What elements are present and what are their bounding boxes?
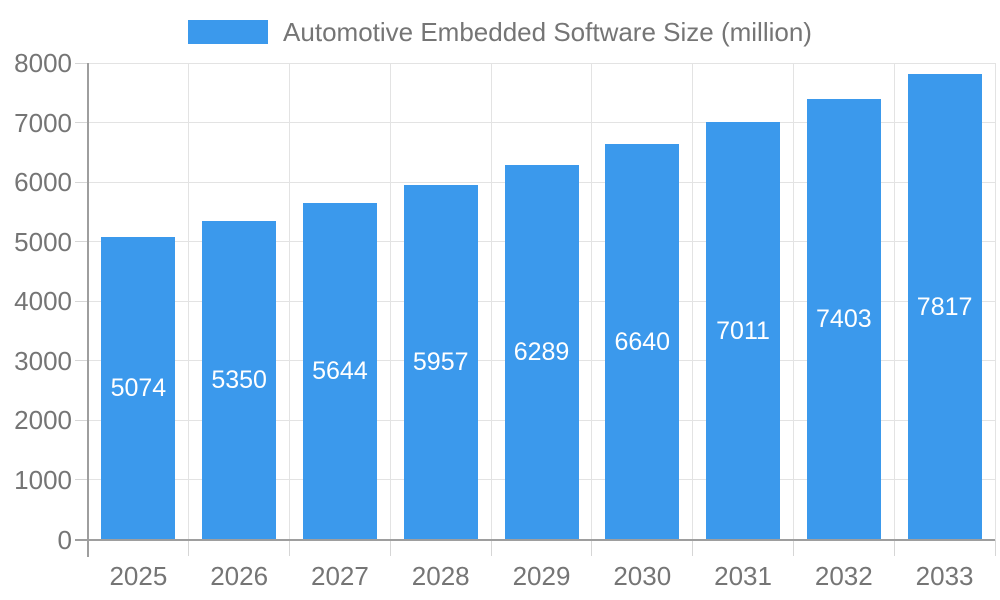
horizontal-gridline (88, 62, 995, 64)
bar[interactable] (101, 237, 176, 540)
y-axis-tick-label: 5000 (14, 226, 72, 257)
y-axis-line (87, 63, 89, 557)
y-axis-tick-label: 6000 (14, 167, 72, 198)
y-axis-tick (75, 479, 88, 481)
x-axis-tick (389, 539, 391, 556)
x-axis-tick (893, 539, 895, 556)
vertical-gridline (893, 63, 895, 540)
bar[interactable] (806, 98, 881, 540)
y-axis-tick (75, 300, 88, 302)
x-axis-tick (188, 539, 190, 556)
vertical-gridline (188, 63, 190, 540)
x-axis-tick-label: 2026 (210, 561, 269, 591)
bar[interactable] (706, 121, 781, 540)
x-axis-tick-label: 2028 (411, 561, 470, 591)
y-axis-tick-label: 3000 (14, 345, 72, 376)
vertical-gridline (490, 63, 492, 540)
x-axis-tick-label: 2027 (311, 561, 369, 591)
y-axis-tick-label: 1000 (14, 464, 72, 495)
bar[interactable] (504, 164, 579, 540)
y-axis-tick (75, 62, 88, 64)
y-axis-tick-label: 4000 (14, 286, 72, 317)
x-axis-tick (792, 539, 794, 556)
y-axis-tick-label: 0 (57, 524, 72, 555)
bar[interactable] (202, 220, 277, 540)
y-axis-tick-label: 2000 (14, 405, 72, 436)
bar[interactable] (907, 73, 982, 540)
x-axis-tick-label: 2030 (613, 561, 672, 591)
legend-item[interactable]: Automotive Embedded Software Size (milli… (0, 19, 1000, 45)
x-axis-tick (994, 539, 996, 556)
bar[interactable] (605, 144, 680, 540)
legend-label: Automotive Embedded Software Size (milli… (283, 17, 812, 47)
vertical-gridline (994, 63, 996, 540)
horizontal-gridline (88, 122, 995, 124)
y-axis-tick (75, 181, 88, 183)
x-axis-tick (591, 539, 593, 556)
y-axis-tick (75, 241, 88, 243)
x-axis-tick-label: 2032 (814, 561, 873, 591)
legend-swatch (188, 20, 269, 44)
y-axis-tick-label: 8000 (14, 48, 72, 78)
y-axis-tick (75, 360, 88, 362)
x-axis-tick-label: 2033 (915, 561, 974, 591)
y-axis-tick (75, 122, 88, 124)
x-axis-tick-label: 2029 (512, 561, 571, 591)
y-axis-tick-label: 7000 (14, 107, 72, 138)
vertical-gridline (792, 63, 794, 540)
bar[interactable] (302, 203, 377, 540)
x-axis-line (75, 538, 995, 541)
x-axis-tick (289, 539, 291, 556)
x-axis-tick-label: 2025 (109, 561, 168, 591)
x-axis-tick (490, 539, 492, 556)
vertical-gridline (389, 63, 391, 540)
bar[interactable] (403, 184, 478, 540)
vertical-gridline (289, 63, 291, 540)
vertical-gridline (692, 63, 694, 540)
x-axis-tick-label: 2031 (714, 561, 772, 591)
y-axis-tick (75, 419, 88, 421)
x-axis-tick (692, 539, 694, 556)
vertical-gridline (591, 63, 593, 540)
